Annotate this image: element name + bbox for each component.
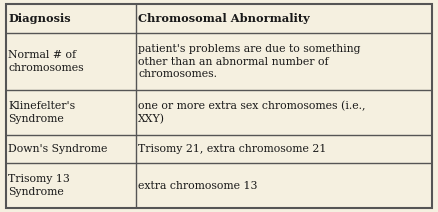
Text: Trisomy 21, extra chromosome 21: Trisomy 21, extra chromosome 21 bbox=[138, 144, 327, 154]
Text: Klinefelter's
Syndrome: Klinefelter's Syndrome bbox=[8, 101, 75, 124]
Text: Chromosomal Abnormality: Chromosomal Abnormality bbox=[138, 13, 310, 24]
Text: Down's Syndrome: Down's Syndrome bbox=[8, 144, 107, 154]
Text: one or more extra sex chromosomes (i.e.,
XXY): one or more extra sex chromosomes (i.e.,… bbox=[138, 101, 366, 124]
Text: patient's problems are due to something
other than an abnormal number of
chromos: patient's problems are due to something … bbox=[138, 44, 361, 80]
Text: Normal # of
chromosomes: Normal # of chromosomes bbox=[8, 50, 84, 73]
Text: Diagnosis: Diagnosis bbox=[8, 13, 71, 24]
Text: extra chromosome 13: extra chromosome 13 bbox=[138, 181, 258, 191]
Text: Trisomy 13
Syndrome: Trisomy 13 Syndrome bbox=[8, 174, 70, 197]
